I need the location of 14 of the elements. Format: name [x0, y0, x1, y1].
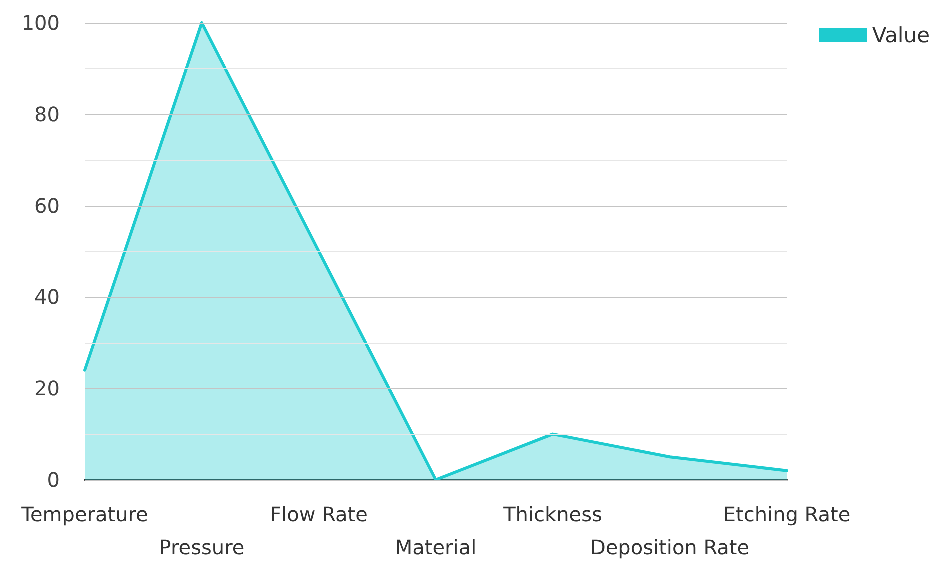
y-tick-label: 20	[34, 376, 60, 401]
x-tick-label: Thickness	[502, 502, 602, 526]
y-tick-label: 40	[34, 285, 60, 310]
x-tick-label: Pressure	[159, 536, 245, 560]
y-tick-label: 60	[34, 194, 60, 218]
legend-label: Value	[872, 24, 930, 48]
x-tick-label: Material	[395, 536, 477, 560]
x-tick-label: Temperature	[20, 502, 148, 526]
y-tick-label: 100	[22, 11, 60, 35]
y-tick-label: 0	[47, 468, 60, 492]
y-tick-label: 80	[34, 102, 60, 126]
x-tick-label: Etching Rate	[723, 502, 851, 526]
x-tick-label: Deposition Rate	[590, 536, 750, 560]
x-tick-label: Flow Rate	[270, 502, 368, 526]
